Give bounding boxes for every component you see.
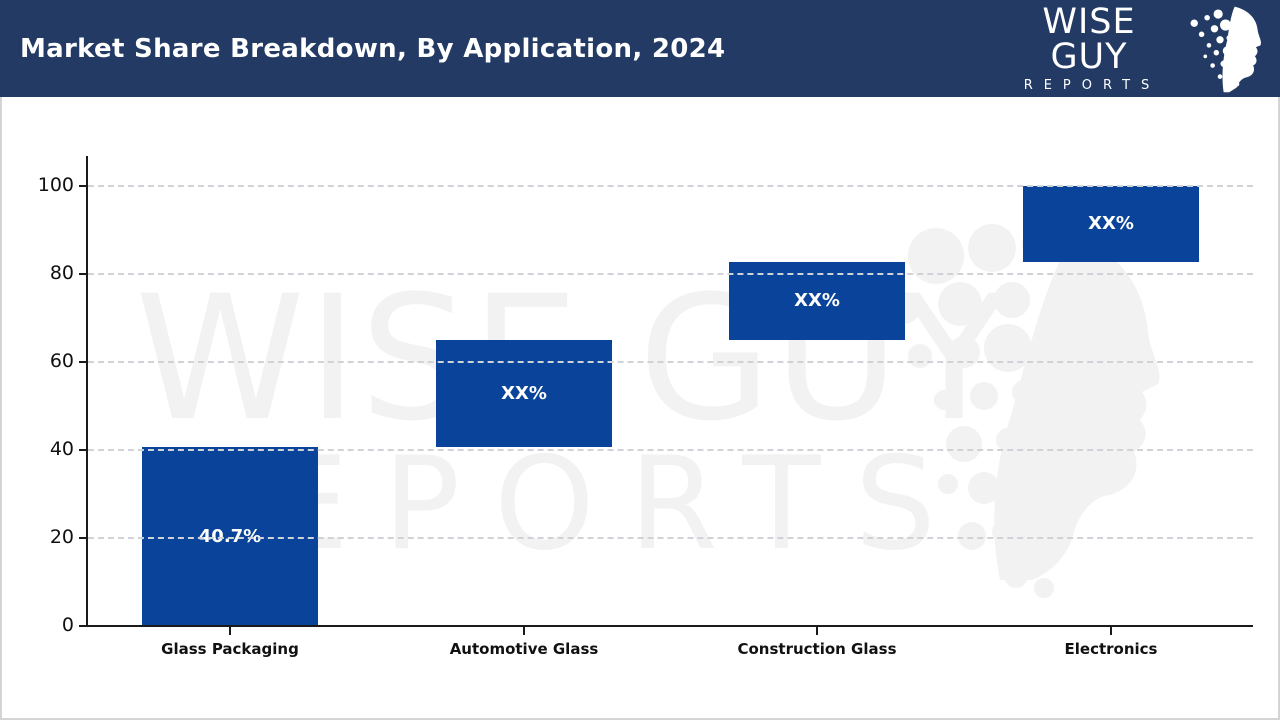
- y-tick-mark-60: [79, 361, 88, 363]
- bar-value-label-automotive-glass: XX%: [501, 382, 547, 404]
- bar-segment-electronics: XX%: [1023, 186, 1199, 262]
- brand-head-icon: [1190, 6, 1261, 92]
- bar-value-label-construction-glass: XX%: [794, 290, 840, 312]
- gridline-40: [88, 449, 1253, 451]
- x-category-label-electronics: Electronics: [1064, 640, 1158, 658]
- bar-segment-glass-packaging: 40.7%: [142, 446, 318, 626]
- x-tick-mark-construction-glass: [816, 627, 818, 635]
- y-tick-label-0: 0: [61, 614, 74, 636]
- gridline-20: [88, 537, 1253, 539]
- header-bar: Market Share Breakdown, By Application, …: [0, 0, 1280, 97]
- bar-segment-automotive-glass: XX%: [436, 340, 612, 447]
- x-tick-mark-glass-packaging: [229, 627, 231, 635]
- bar-value-label-glass-packaging: 40.7%: [198, 525, 262, 547]
- x-category-label-automotive-glass: Automotive Glass: [449, 640, 599, 658]
- y-tick-mark-100: [79, 185, 88, 187]
- y-tick-label-20: 20: [49, 526, 74, 548]
- gridline-100: [88, 185, 1253, 187]
- y-tick-mark-20: [79, 537, 88, 539]
- x-category-label-glass-packaging: Glass Packaging: [161, 640, 299, 658]
- brand-subtitle: REPORTS: [1023, 77, 1161, 93]
- y-tick-mark-80: [79, 273, 88, 275]
- x-category-label-construction-glass: Construction Glass: [737, 640, 897, 658]
- y-tick-mark-0: [79, 625, 88, 627]
- y-tick-mark-40: [79, 449, 88, 451]
- brand-logo-text: WISE GUY REPORTS: [1006, 1, 1172, 93]
- x-tick-mark-automotive-glass: [523, 627, 525, 635]
- brand-logo: WISE GUY REPORTS: [1006, 0, 1266, 97]
- y-axis-line: [86, 156, 88, 626]
- y-tick-label-60: 60: [49, 350, 74, 372]
- y-tick-label-40: 40: [49, 438, 74, 460]
- y-tick-label-80: 80: [49, 262, 74, 284]
- y-tick-label-100: 100: [37, 174, 74, 196]
- gridline-80: [88, 273, 1253, 275]
- bar-value-label-electronics: XX%: [1088, 213, 1134, 235]
- x-axis-line: [86, 625, 1253, 627]
- brand-name: WISE GUY: [1042, 1, 1136, 77]
- x-tick-mark-electronics: [1110, 627, 1112, 635]
- chart-title: Market Share Breakdown, By Application, …: [20, 33, 726, 64]
- gridline-60: [88, 361, 1253, 363]
